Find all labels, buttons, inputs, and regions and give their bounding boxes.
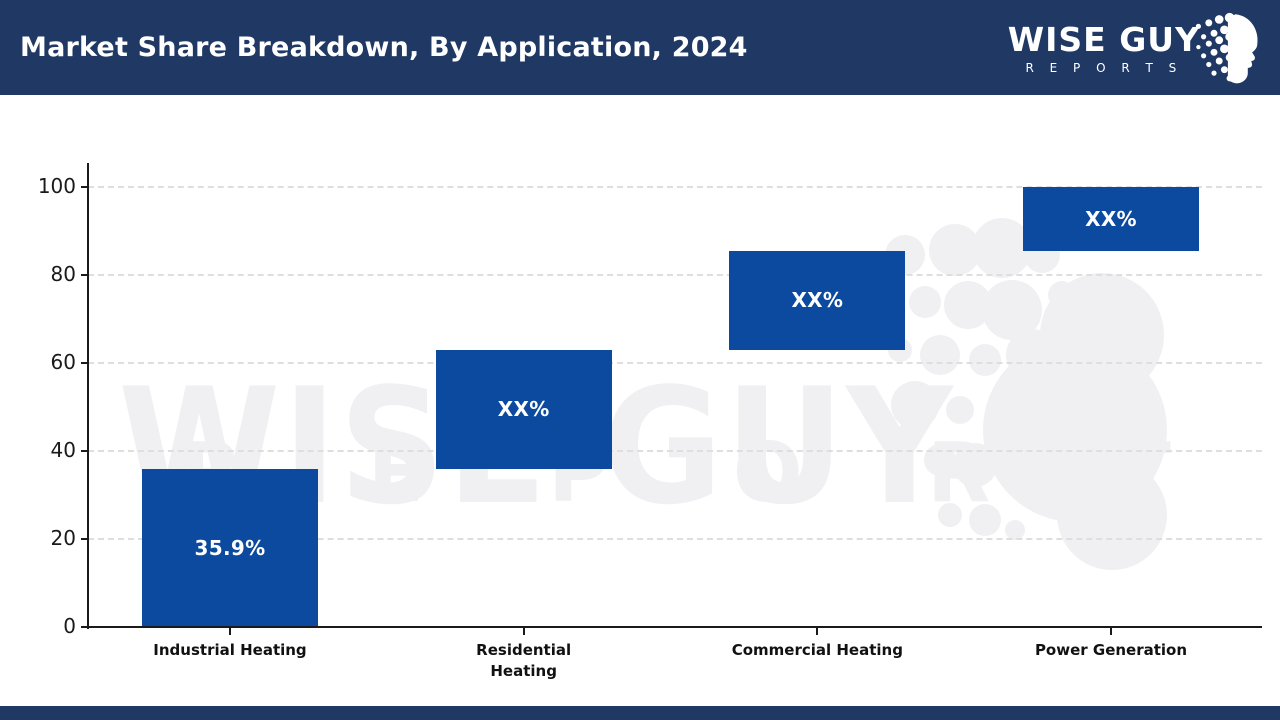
y-tick-mark [81, 274, 88, 276]
gridline-20 [88, 538, 1262, 540]
wiseguy-logo-text: WISE GUY R E P O R T S [1008, 20, 1200, 75]
bar-value-label: XX% [1085, 206, 1137, 231]
bar-power-generation: XX% [1023, 187, 1199, 251]
bar-residential-heating: XX% [435, 349, 612, 470]
y-tick-label: 0 [63, 614, 76, 638]
logo-subtitle: R E P O R T S [1025, 61, 1183, 75]
y-tick-label: 60 [50, 350, 76, 374]
wiseguy-head-icon [1195, 12, 1258, 84]
gridline-40 [88, 450, 1262, 452]
y-tick-label: 80 [50, 262, 76, 286]
x-category-label: Power Generation [1034, 641, 1188, 659]
y-tick-mark [81, 626, 88, 628]
x-axis-line [87, 626, 1262, 628]
y-tick-label: 40 [50, 438, 76, 462]
bar-value-label: XX% [791, 288, 844, 313]
x-tick-mark [229, 628, 231, 635]
bar-industrial-heating: 35.9% [142, 469, 318, 627]
plot-area: 35.9% XX% XX% XX% [88, 163, 1262, 627]
gridline-80 [88, 274, 1262, 276]
y-axis-line [87, 163, 89, 629]
bar-commercial-heating: XX% [729, 250, 906, 350]
header-bar: Market Share Breakdown, By Application, … [0, 0, 1280, 95]
gridline-100 [88, 186, 1262, 188]
x-category-label: Residential Heating [476, 641, 572, 680]
watermark-head-icon [870, 218, 1167, 570]
x-tick-mark [816, 628, 819, 635]
bar-value-label: XX% [497, 397, 550, 422]
x-tick-mark [522, 628, 525, 635]
bar-value-label: 35.9% [194, 536, 266, 561]
logo-wordmark: WISE GUY [1007, 20, 1200, 59]
footer-bar [0, 706, 1280, 720]
wiseguy-logo: WISE GUY R E P O R T S [1008, 6, 1266, 90]
y-tick-mark [81, 450, 88, 452]
x-category-label: Industrial Heating [153, 641, 307, 659]
y-tick-label: 20 [50, 526, 76, 550]
y-tick-mark [81, 362, 88, 364]
x-tick-mark [1110, 628, 1112, 635]
x-category-label: Commercial Heating [731, 641, 903, 659]
gridline-60 [88, 362, 1262, 364]
chart-title: Market Share Breakdown, By Application, … [20, 32, 748, 63]
y-tick-mark [81, 538, 88, 540]
y-tick-mark [81, 186, 88, 188]
y-tick-label: 100 [37, 174, 76, 198]
